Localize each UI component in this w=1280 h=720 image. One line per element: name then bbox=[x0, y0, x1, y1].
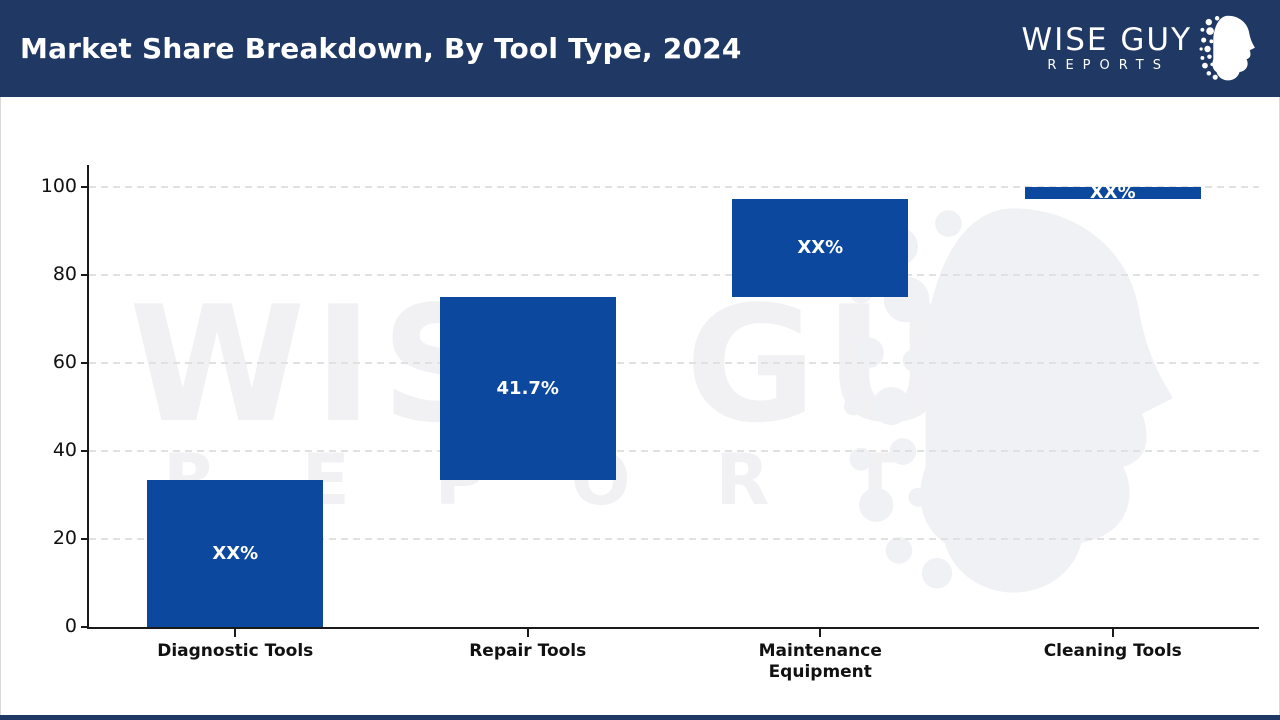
y-axis-line bbox=[87, 165, 89, 629]
category-label: Repair Tools bbox=[469, 641, 587, 661]
category-label: Diagnostic Tools bbox=[157, 641, 314, 661]
ytick-label-0: 0 bbox=[64, 615, 77, 637]
xtick-0 bbox=[234, 629, 237, 637]
chart-canvas: WISE GUY REPORTS 0 20 40 60 80 100 XX% Diagnost… bbox=[0, 97, 1280, 716]
ytick-40 bbox=[81, 450, 89, 452]
x-axis-line bbox=[87, 627, 1259, 629]
bar-cleaning-tools bbox=[1024, 187, 1201, 200]
logo-wordmark-line2: REPORTS bbox=[1047, 58, 1171, 74]
brand-logo: WISE GUY REPORTS bbox=[1021, 12, 1260, 86]
bar-repair-tools bbox=[439, 297, 616, 481]
ytick-label-40: 40 bbox=[52, 439, 77, 461]
ytick-label-80: 80 bbox=[52, 263, 77, 285]
bar-value-label: XX% bbox=[212, 542, 259, 564]
ytick-80 bbox=[81, 274, 89, 276]
bar-value-label: XX% bbox=[797, 237, 844, 259]
bottom-accent-bar bbox=[0, 715, 1280, 720]
ytick-60 bbox=[81, 362, 89, 364]
logo-wordmark-line1: WISE GUY bbox=[1021, 21, 1192, 58]
category-label: Maintenance Equipment bbox=[758, 641, 882, 683]
ytick-100 bbox=[81, 186, 89, 188]
gridline-100 bbox=[89, 186, 1259, 188]
gridline-60 bbox=[89, 362, 1259, 364]
ytick-label-60: 60 bbox=[52, 351, 77, 373]
logo-wordmark: WISE GUY REPORTS bbox=[1021, 24, 1192, 74]
gridline-80 bbox=[89, 274, 1259, 276]
header: Market Share Breakdown, By Tool Type, 20… bbox=[0, 0, 1280, 97]
bar-value-label: 41.7% bbox=[496, 377, 559, 399]
gridline-40 bbox=[89, 450, 1259, 452]
page-title: Market Share Breakdown, By Tool Type, 20… bbox=[20, 32, 742, 65]
plot-area: 0 20 40 60 80 100 XX% Diagnostic Tools 41.7% Repa… bbox=[1, 97, 1279, 716]
gridline-20 bbox=[89, 538, 1259, 540]
xtick-1 bbox=[526, 629, 529, 637]
category-label: Cleaning Tools bbox=[1043, 641, 1182, 661]
xtick-2 bbox=[819, 629, 822, 637]
ytick-label-100: 100 bbox=[40, 175, 77, 197]
xtick-3 bbox=[1111, 629, 1114, 637]
bar-diagnostic-tools bbox=[147, 480, 324, 627]
ytick-0 bbox=[81, 626, 89, 628]
ytick-20 bbox=[81, 538, 89, 540]
bar-value-label: XX% bbox=[1089, 182, 1136, 204]
ytick-label-20: 20 bbox=[52, 527, 77, 549]
logo-face-icon bbox=[1199, 15, 1255, 80]
bar-maintenance-equipment bbox=[732, 199, 909, 297]
